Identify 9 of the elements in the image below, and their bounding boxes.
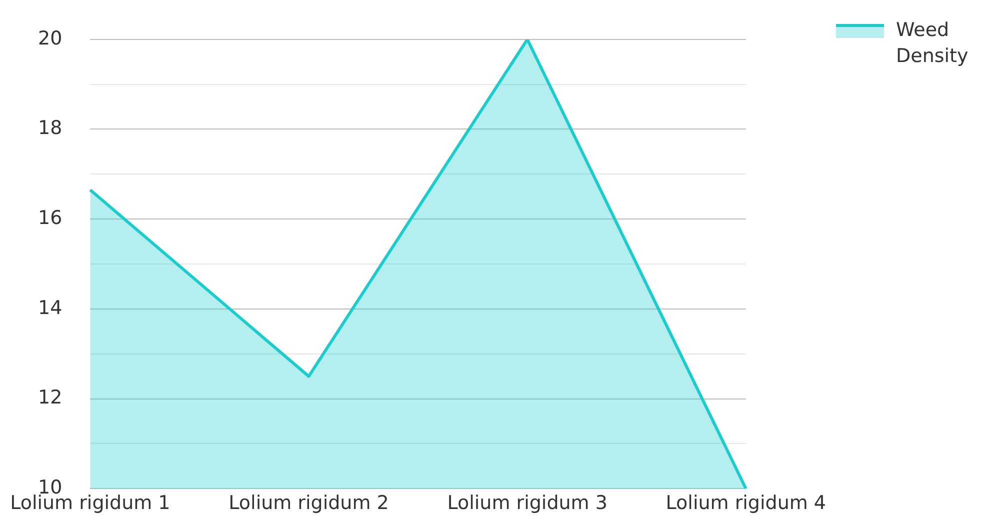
y-tick-label: 20 bbox=[38, 27, 62, 50]
legend-label: Weed Density bbox=[896, 18, 970, 69]
x-tick-label: Lolium rigidum 2 bbox=[228, 492, 389, 514]
y-tick-label: 18 bbox=[38, 117, 62, 140]
y-tick-label: 12 bbox=[38, 386, 62, 409]
y-tick-label: 14 bbox=[38, 296, 62, 319]
x-tick-label: Lolium rigidum 3 bbox=[447, 492, 608, 514]
x-tick-label: Lolium rigidum 4 bbox=[666, 492, 826, 514]
y-tick-label: 16 bbox=[38, 207, 62, 230]
